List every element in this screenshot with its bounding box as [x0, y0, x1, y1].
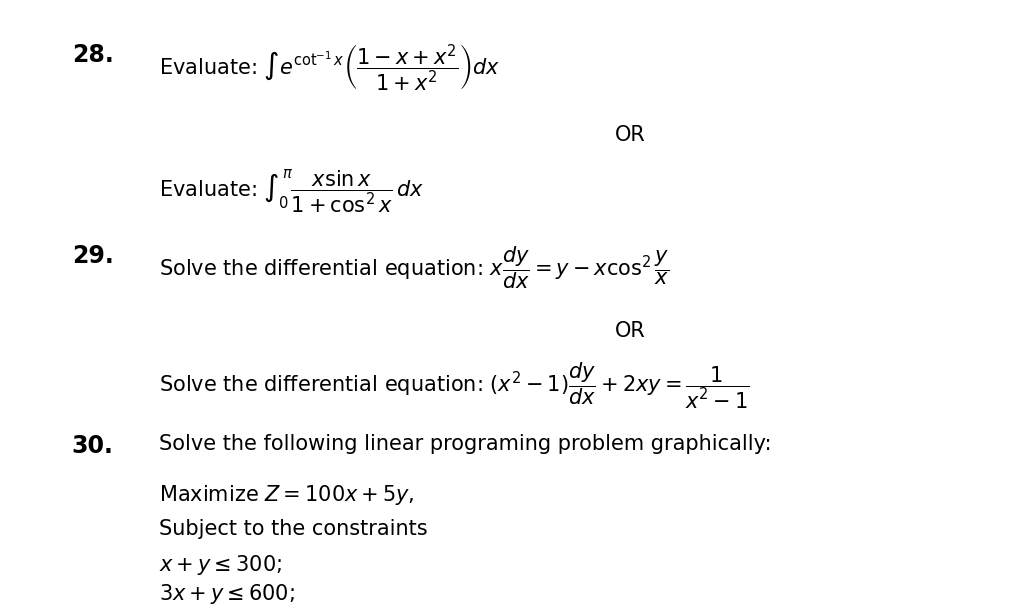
Text: 30.: 30. [72, 434, 114, 458]
Text: $3x + y \leq 600;$: $3x + y \leq 600;$ [159, 582, 295, 606]
Text: OR: OR [614, 321, 645, 341]
Text: Evaluate: $\int_0^{\pi}\dfrac{x\sin x}{1+\cos^2 x}\,dx$: Evaluate: $\int_0^{\pi}\dfrac{x\sin x}{1… [159, 168, 424, 216]
Text: 28.: 28. [72, 43, 114, 67]
Text: $x + y \leq 300;$: $x + y \leq 300;$ [159, 553, 282, 577]
Text: 29.: 29. [72, 244, 114, 268]
Text: Evaluate: $\int e^{\cot^{-1}x}\left(\dfrac{1-x+x^2}{1+x^2}\right)dx$: Evaluate: $\int e^{\cot^{-1}x}\left(\dfr… [159, 43, 501, 94]
Text: Subject to the constraints: Subject to the constraints [159, 519, 427, 540]
Text: Maximize $Z = 100x + 5y,$: Maximize $Z = 100x + 5y,$ [159, 483, 415, 507]
Text: $y \leq x + 200;$: $y \leq x + 200;$ [159, 610, 282, 611]
Text: Solve the following linear programing problem graphically:: Solve the following linear programing pr… [159, 434, 771, 454]
Text: Solve the differential equation: $x\dfrac{dy}{dx} = y - x\cos^2\dfrac{y}{x}$: Solve the differential equation: $x\dfra… [159, 244, 670, 291]
Text: Solve the differential equation: $(x^2-1)\dfrac{dy}{dx}+2xy=\dfrac{1}{x^2-1}$: Solve the differential equation: $(x^2-1… [159, 360, 750, 411]
Text: OR: OR [614, 125, 645, 145]
